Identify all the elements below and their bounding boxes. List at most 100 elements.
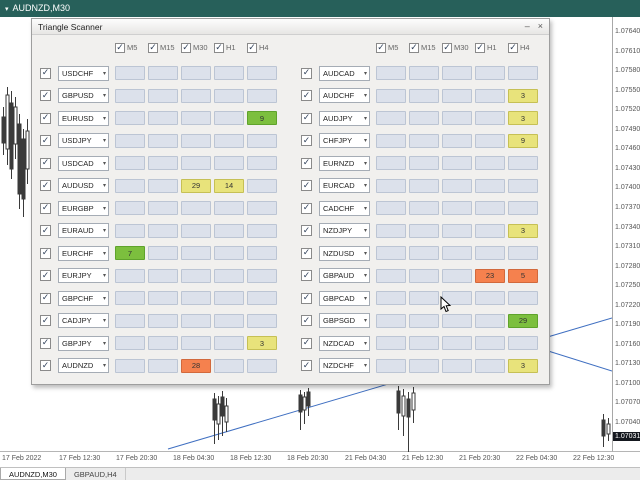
pair-checkbox-usdchf[interactable]: ✓ <box>40 67 51 79</box>
close-button[interactable]: × <box>537 21 543 31</box>
scanner-cell-gbpchf-h4[interactable] <box>247 291 277 306</box>
pair-select-audnzd[interactable]: AUDNZD ▾ <box>58 358 109 374</box>
scanner-cell-gbpchf-m15[interactable] <box>148 291 178 306</box>
scanner-cell-gbpusd-m30[interactable] <box>181 88 211 103</box>
pair-checkbox-gbpjpy[interactable]: ✓ <box>40 337 51 349</box>
scanner-cell-gbpcad-h1[interactable] <box>475 291 505 306</box>
scanner-cell-gbpaud-h1[interactable]: 23 <box>475 268 505 283</box>
scanner-cell-chfjpy-h4[interactable]: 9 <box>508 133 538 148</box>
pair-select-gbpjpy[interactable]: GBPJPY ▾ <box>58 335 109 351</box>
pair-select-audchf[interactable]: AUDCHF ▾ <box>319 88 370 104</box>
scanner-cell-audcad-m30[interactable] <box>442 66 472 81</box>
scanner-cell-gbpjpy-m30[interactable] <box>181 336 211 351</box>
pair-checkbox-audusd[interactable]: ✓ <box>40 180 51 192</box>
scanner-cell-usdjpy-m30[interactable] <box>181 133 211 148</box>
scanner-cell-audcad-h1[interactable] <box>475 66 505 81</box>
scanner-cell-gbpsgd-m15[interactable] <box>409 313 439 328</box>
scanner-cell-cadjpy-m5[interactable] <box>115 313 145 328</box>
timeframe-checkbox-h4[interactable]: ✓ <box>508 42 518 53</box>
scanner-cell-gbpaud-h4[interactable]: 5 <box>508 268 538 283</box>
chart-tab-audnzd-m30[interactable]: AUDNZD,M30 <box>0 468 66 480</box>
scanner-cell-audchf-m5[interactable] <box>376 88 406 103</box>
scanner-cell-audcad-m5[interactable] <box>376 66 406 81</box>
scanner-cell-eurchf-m5[interactable]: 7 <box>115 246 145 261</box>
pair-checkbox-gbpchf[interactable]: ✓ <box>40 292 51 304</box>
scanner-cell-eurusd-h1[interactable] <box>214 111 244 126</box>
pair-select-eurcad[interactable]: EURCAD ▾ <box>319 178 370 194</box>
scanner-cell-nzdusd-m5[interactable] <box>376 246 406 261</box>
scanner-cell-gbpusd-m15[interactable] <box>148 88 178 103</box>
scanner-cell-eurgbp-m15[interactable] <box>148 201 178 216</box>
scanner-cell-usdchf-m30[interactable] <box>181 66 211 81</box>
scanner-cell-gbpjpy-h1[interactable] <box>214 336 244 351</box>
pair-checkbox-nzdjpy[interactable]: ✓ <box>301 225 312 237</box>
scanner-cell-chfjpy-m5[interactable] <box>376 133 406 148</box>
scanner-cell-eurgbp-m5[interactable] <box>115 201 145 216</box>
scanner-cell-gbpcad-m5[interactable] <box>376 291 406 306</box>
scanner-cell-gbpchf-h1[interactable] <box>214 291 244 306</box>
scanner-cell-eurnzd-h1[interactable] <box>475 156 505 171</box>
scanner-cell-nzdchf-m5[interactable] <box>376 358 406 373</box>
scanner-cell-euraud-m15[interactable] <box>148 223 178 238</box>
pair-select-nzdcad[interactable]: NZDCAD ▾ <box>319 335 370 351</box>
pair-select-cadjpy[interactable]: CADJPY ▾ <box>58 313 109 329</box>
scanner-cell-audjpy-m5[interactable] <box>376 111 406 126</box>
scanner-cell-eurnzd-m15[interactable] <box>409 156 439 171</box>
pair-checkbox-cadjpy[interactable]: ✓ <box>40 315 51 327</box>
scanner-cell-gbpusd-m5[interactable] <box>115 88 145 103</box>
scanner-cell-usdjpy-h1[interactable] <box>214 133 244 148</box>
scanner-cell-audnzd-h4[interactable] <box>247 358 277 373</box>
scanner-cell-eurjpy-m30[interactable] <box>181 268 211 283</box>
scanner-cell-eurusd-m15[interactable] <box>148 111 178 126</box>
pair-select-chfjpy[interactable]: CHFJPY ▾ <box>319 133 370 149</box>
pair-select-audjpy[interactable]: AUDJPY ▾ <box>319 110 370 126</box>
pair-select-usdchf[interactable]: USDCHF ▾ <box>58 65 109 81</box>
pair-checkbox-cadchf[interactable]: ✓ <box>301 202 312 214</box>
scanner-cell-nzdchf-m15[interactable] <box>409 358 439 373</box>
pair-select-audcad[interactable]: AUDCAD ▾ <box>319 65 370 81</box>
scanner-cell-eurjpy-h1[interactable] <box>214 268 244 283</box>
scanner-cell-gbpchf-m30[interactable] <box>181 291 211 306</box>
scanner-cell-nzdcad-m15[interactable] <box>409 336 439 351</box>
scanner-cell-cadchf-m5[interactable] <box>376 201 406 216</box>
scanner-cell-usdcad-m30[interactable] <box>181 156 211 171</box>
scanner-cell-nzdcad-m5[interactable] <box>376 336 406 351</box>
pair-select-usdjpy[interactable]: USDJPY ▾ <box>58 133 109 149</box>
timeframe-checkbox-m30[interactable]: ✓ <box>442 42 452 53</box>
scanner-cell-eurcad-m5[interactable] <box>376 178 406 193</box>
dialog-title-bar[interactable]: Triangle Scanner – × <box>32 19 549 35</box>
pair-checkbox-audnzd[interactable]: ✓ <box>40 360 51 372</box>
scanner-cell-euraud-m5[interactable] <box>115 223 145 238</box>
pair-select-eurusd[interactable]: EURUSD ▾ <box>58 110 109 126</box>
scanner-cell-audnzd-m15[interactable] <box>148 358 178 373</box>
scanner-cell-nzdcad-m30[interactable] <box>442 336 472 351</box>
scanner-cell-nzdjpy-h1[interactable] <box>475 223 505 238</box>
scanner-cell-usdjpy-m15[interactable] <box>148 133 178 148</box>
scanner-cell-gbpsgd-h1[interactable] <box>475 313 505 328</box>
scanner-cell-gbpsgd-m5[interactable] <box>376 313 406 328</box>
scanner-cell-gbpusd-h1[interactable] <box>214 88 244 103</box>
scanner-cell-audjpy-m15[interactable] <box>409 111 439 126</box>
scanner-cell-eurcad-m30[interactable] <box>442 178 472 193</box>
pair-select-eurchf[interactable]: EURCHF ▾ <box>58 245 109 261</box>
scanner-cell-gbpaud-m15[interactable] <box>409 268 439 283</box>
scanner-cell-audchf-h4[interactable]: 3 <box>508 88 538 103</box>
scanner-cell-gbpjpy-m5[interactable] <box>115 336 145 351</box>
scanner-cell-gbpsgd-h4[interactable]: 29 <box>508 313 538 328</box>
timeframe-checkbox-h1[interactable]: ✓ <box>214 42 224 53</box>
scanner-cell-nzdcad-h1[interactable] <box>475 336 505 351</box>
scanner-cell-chfjpy-h1[interactable] <box>475 133 505 148</box>
pair-select-euraud[interactable]: EURAUD ▾ <box>58 223 109 239</box>
scanner-cell-audusd-m5[interactable] <box>115 178 145 193</box>
pair-select-eurnzd[interactable]: EURNZD ▾ <box>319 155 370 171</box>
scanner-cell-cadjpy-h1[interactable] <box>214 313 244 328</box>
scanner-cell-eurjpy-m5[interactable] <box>115 268 145 283</box>
scanner-cell-audnzd-m5[interactable] <box>115 358 145 373</box>
scanner-cell-euraud-h4[interactable] <box>247 223 277 238</box>
scanner-cell-usdchf-m5[interactable] <box>115 66 145 81</box>
scanner-cell-eurjpy-m15[interactable] <box>148 268 178 283</box>
scanner-cell-audchf-m15[interactable] <box>409 88 439 103</box>
scanner-cell-eurcad-m15[interactable] <box>409 178 439 193</box>
scanner-cell-cadchf-h1[interactable] <box>475 201 505 216</box>
pair-select-gbpcad[interactable]: GBPCAD ▾ <box>319 290 370 306</box>
